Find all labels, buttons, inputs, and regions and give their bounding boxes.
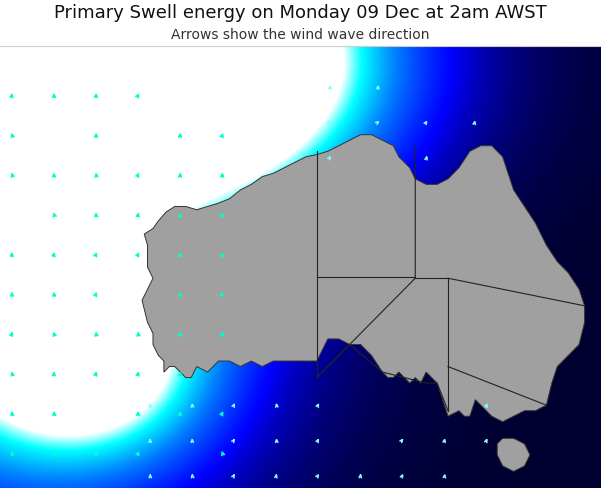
Text: Arrows show the wind wave direction: Arrows show the wind wave direction [171, 28, 430, 42]
Polygon shape [497, 438, 530, 471]
Polygon shape [142, 135, 585, 422]
Text: Primary Swell energy on Monday 09 Dec at 2am AWST: Primary Swell energy on Monday 09 Dec at… [54, 4, 547, 22]
